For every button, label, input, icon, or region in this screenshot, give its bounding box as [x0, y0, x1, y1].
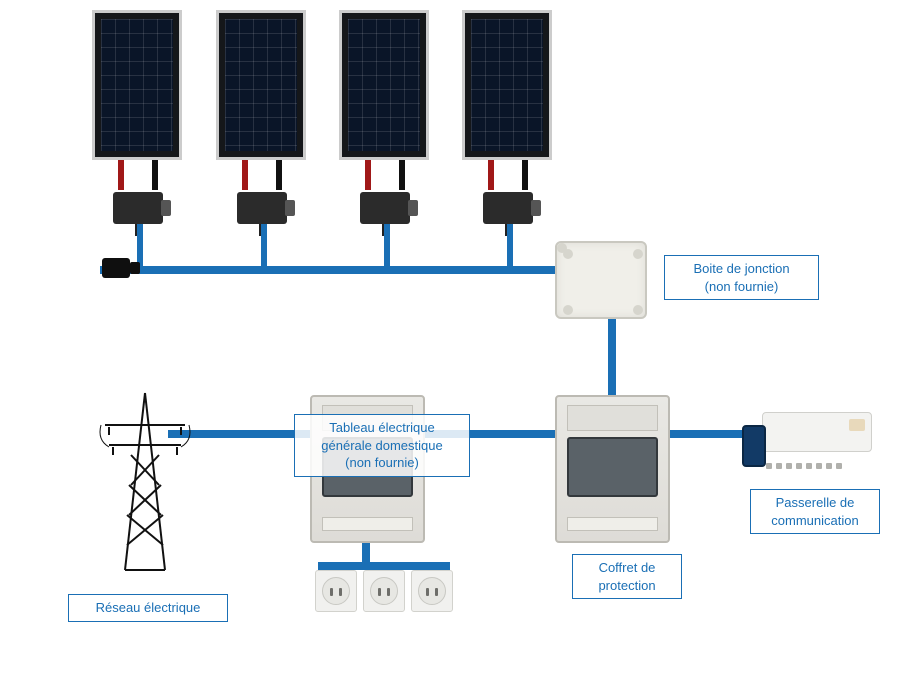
- power-grid-pylon-icon: [95, 385, 195, 575]
- panel-lead: [399, 160, 405, 190]
- wall-outlet-2: [363, 570, 405, 612]
- microinverter-2: [237, 192, 287, 224]
- label-text: Coffret de: [599, 560, 656, 575]
- panel-lead: [365, 160, 371, 190]
- panel-lead: [522, 160, 528, 190]
- smartphone-icon: [742, 425, 766, 467]
- solar-panel-3: [339, 10, 429, 160]
- label-text: protection: [598, 578, 655, 593]
- panel-lead: [152, 160, 158, 190]
- label-text: communication: [771, 513, 858, 528]
- panel-lead: [118, 160, 124, 190]
- label-text: Passerelle de: [776, 495, 855, 510]
- label-text: Réseau électrique: [96, 600, 201, 615]
- microinverter-1: [113, 192, 163, 224]
- label-text: générale domestique: [321, 438, 442, 453]
- label-text: (non fournie): [705, 279, 779, 294]
- router-icon: [762, 412, 872, 452]
- panel-lead: [276, 160, 282, 190]
- label-junction-box: Boite de jonction (non fournie): [664, 255, 819, 300]
- solar-panel-1: [92, 10, 182, 160]
- label-grid: Réseau électrique: [68, 594, 228, 622]
- microinverter-3: [360, 192, 410, 224]
- label-text: Tableau électrique: [329, 420, 435, 435]
- microinverter-4: [483, 192, 533, 224]
- panel-lead: [488, 160, 494, 190]
- wire-drop-2: [261, 224, 267, 270]
- wire-protect-to-gateway: [670, 430, 742, 438]
- wall-outlet-1: [315, 570, 357, 612]
- wire-jbox-down: [608, 319, 616, 395]
- solar-panel-4: [462, 10, 552, 160]
- communication-gateway: [742, 412, 872, 467]
- bus-end-plug-icon: [102, 258, 130, 278]
- solar-diagram: Boite de jonction (non fournie) Tableau …: [0, 0, 900, 675]
- solar-panel-2: [216, 10, 306, 160]
- label-gateway: Passerelle de communication: [750, 489, 880, 534]
- junction-box: [555, 241, 647, 319]
- label-text: Boite de jonction: [693, 261, 789, 276]
- panel-lead: [242, 160, 248, 190]
- wire-outlets-bar: [318, 562, 450, 570]
- wire-drop-3: [384, 224, 390, 270]
- label-main-panel: Tableau électrique générale domestique (…: [294, 414, 470, 477]
- protection-box: [555, 395, 670, 543]
- wall-outlet-3: [411, 570, 453, 612]
- wire-bus: [100, 266, 555, 274]
- wire-drop-4: [507, 224, 513, 270]
- label-protection-box: Coffret de protection: [572, 554, 682, 599]
- label-text: (non fournie): [345, 455, 419, 470]
